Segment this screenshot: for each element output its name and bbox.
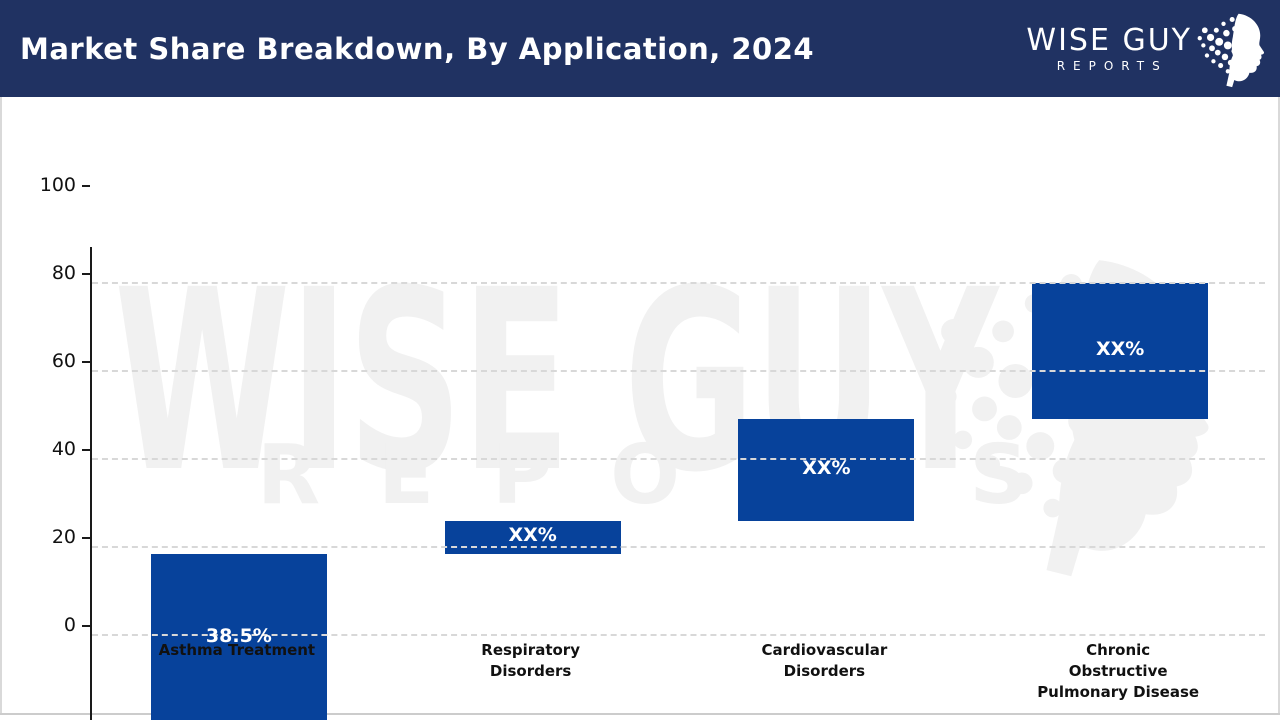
bar-value-label: XX% <box>802 457 851 479</box>
y-tick-label: 60 <box>51 350 76 372</box>
header-bar: Market Share Breakdown, By Application, … <box>0 0 1280 97</box>
gridline <box>92 546 1265 548</box>
bar-3 <box>738 419 915 521</box>
y-tick-mark <box>82 537 90 539</box>
y-tick-mark <box>82 449 90 451</box>
y-tick-mark <box>82 361 90 363</box>
y-tick-label: 0 <box>63 614 76 636</box>
page-title: Market Share Breakdown, By Application, … <box>20 31 815 66</box>
y-tick-mark <box>82 625 90 627</box>
x-category-label: Chronic Obstructive Pulmonary Disease <box>1037 641 1200 701</box>
bar-1 <box>150 553 327 720</box>
gridline <box>92 370 1265 372</box>
y-tick-label: 20 <box>51 526 76 548</box>
gridline <box>92 282 1265 284</box>
bar-2 <box>444 520 621 554</box>
x-category-label: Respiratory Disorders <box>481 641 580 680</box>
bar-value-label: 38.5% <box>205 625 272 648</box>
y-tick-mark <box>82 185 90 187</box>
gridline <box>92 458 1265 460</box>
y-tick-label: 80 <box>51 262 76 284</box>
y-tick-mark <box>82 273 90 275</box>
bar-value-label: XX% <box>1095 338 1145 361</box>
bar-value-label: XX% <box>508 524 557 547</box>
logo-subtitle: REPORTS <box>1056 58 1168 73</box>
x-category-label: Asthma Treatment <box>158 641 316 659</box>
logo-wordmark: WISE GUY <box>1026 22 1192 58</box>
y-tick-label: 40 <box>51 438 76 460</box>
gridline <box>92 634 1265 636</box>
footer-divider <box>0 713 1280 715</box>
wiseguy-face-icon <box>1197 13 1265 87</box>
chart-canvas: WISE GUY REPORTS 0 20 40 60 80 100 38.5% XX% XX… <box>0 97 1280 720</box>
x-category-label: Cardiovascular Disorders <box>761 641 888 680</box>
wiseguy-logo: WISE GUY REPORTS <box>1026 6 1280 92</box>
y-tick-label: 100 <box>39 174 76 196</box>
logo-text: WISE GUY REPORTS <box>1026 22 1192 73</box>
